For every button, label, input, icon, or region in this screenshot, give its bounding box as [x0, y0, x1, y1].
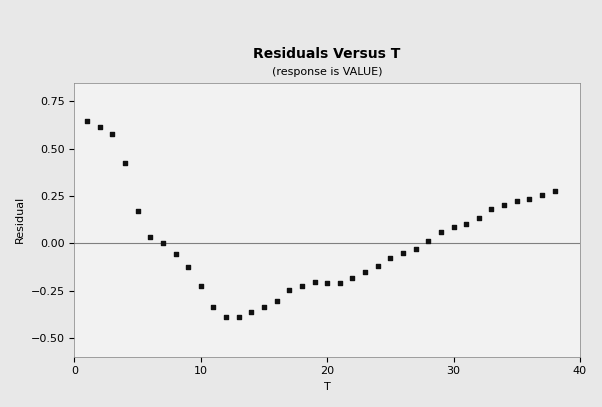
Point: [133, 207, 143, 214]
Point: [411, 246, 420, 252]
Point: [537, 192, 547, 198]
Point: [196, 283, 206, 289]
Point: [171, 250, 181, 257]
Point: [423, 238, 433, 245]
Point: [146, 234, 155, 241]
Point: [222, 313, 231, 320]
Point: [486, 206, 496, 212]
Point: [209, 304, 219, 310]
Point: [297, 283, 306, 289]
Point: [120, 160, 130, 166]
Point: [436, 229, 445, 236]
Point: [247, 308, 256, 315]
X-axis label: T: T: [324, 382, 330, 392]
Point: [360, 268, 370, 275]
Point: [524, 196, 534, 202]
Point: [184, 264, 193, 270]
Point: [95, 124, 105, 131]
Point: [499, 201, 509, 208]
Y-axis label: Residual: Residual: [15, 196, 25, 243]
Point: [108, 131, 117, 137]
Point: [322, 280, 332, 286]
Point: [335, 279, 344, 286]
Point: [347, 275, 357, 281]
Point: [272, 298, 281, 304]
Point: [398, 250, 408, 256]
Point: [234, 313, 244, 320]
Point: [82, 118, 92, 124]
Point: [448, 223, 458, 230]
Text: (response is VALUE): (response is VALUE): [272, 67, 382, 77]
Point: [474, 215, 483, 222]
Point: [512, 198, 521, 205]
Point: [550, 188, 559, 194]
Point: [385, 255, 395, 262]
Point: [461, 221, 471, 227]
Point: [259, 304, 269, 311]
Point: [284, 287, 294, 293]
Text: Residuals Versus T: Residuals Versus T: [253, 47, 401, 61]
Point: [373, 262, 382, 269]
Point: [158, 240, 168, 246]
Point: [309, 279, 319, 286]
